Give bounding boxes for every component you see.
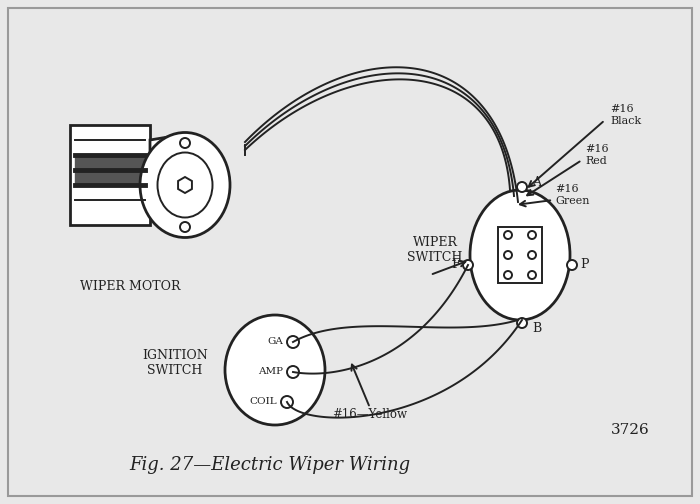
Ellipse shape — [140, 133, 230, 237]
Circle shape — [287, 366, 299, 378]
Bar — [70, 125, 150, 225]
Polygon shape — [178, 177, 192, 193]
Circle shape — [528, 231, 536, 239]
Text: GA: GA — [267, 338, 283, 347]
Circle shape — [517, 318, 527, 328]
Text: #16
Red: #16 Red — [585, 144, 608, 166]
Text: B: B — [532, 322, 541, 335]
Text: P: P — [580, 259, 589, 272]
Circle shape — [528, 271, 536, 279]
Text: #16
Black: #16 Black — [610, 104, 641, 126]
Text: COIL: COIL — [249, 398, 277, 407]
Circle shape — [287, 336, 299, 348]
Circle shape — [180, 222, 190, 232]
Ellipse shape — [470, 190, 570, 320]
Circle shape — [180, 138, 190, 148]
Circle shape — [281, 396, 293, 408]
Text: IGNITION
SWITCH: IGNITION SWITCH — [142, 349, 208, 377]
Ellipse shape — [158, 153, 213, 218]
Text: WIPER MOTOR: WIPER MOTOR — [80, 280, 181, 293]
Bar — [498, 227, 542, 283]
Text: WIPER
SWITCH: WIPER SWITCH — [407, 236, 463, 264]
Text: 3726: 3726 — [610, 423, 650, 437]
Text: #16
Green: #16 Green — [555, 184, 589, 206]
Circle shape — [504, 271, 512, 279]
Text: #16—Yellow: #16—Yellow — [332, 409, 407, 421]
Polygon shape — [150, 135, 180, 215]
Ellipse shape — [225, 315, 325, 425]
Circle shape — [504, 231, 512, 239]
Text: AMP: AMP — [258, 367, 283, 376]
Text: Fig. 27—Electric Wiper Wiring: Fig. 27—Electric Wiper Wiring — [130, 456, 411, 474]
Circle shape — [567, 260, 577, 270]
Circle shape — [528, 251, 536, 259]
Circle shape — [517, 182, 527, 192]
Text: F: F — [452, 259, 460, 272]
Circle shape — [504, 251, 512, 259]
Circle shape — [463, 260, 473, 270]
Text: A: A — [532, 175, 541, 188]
